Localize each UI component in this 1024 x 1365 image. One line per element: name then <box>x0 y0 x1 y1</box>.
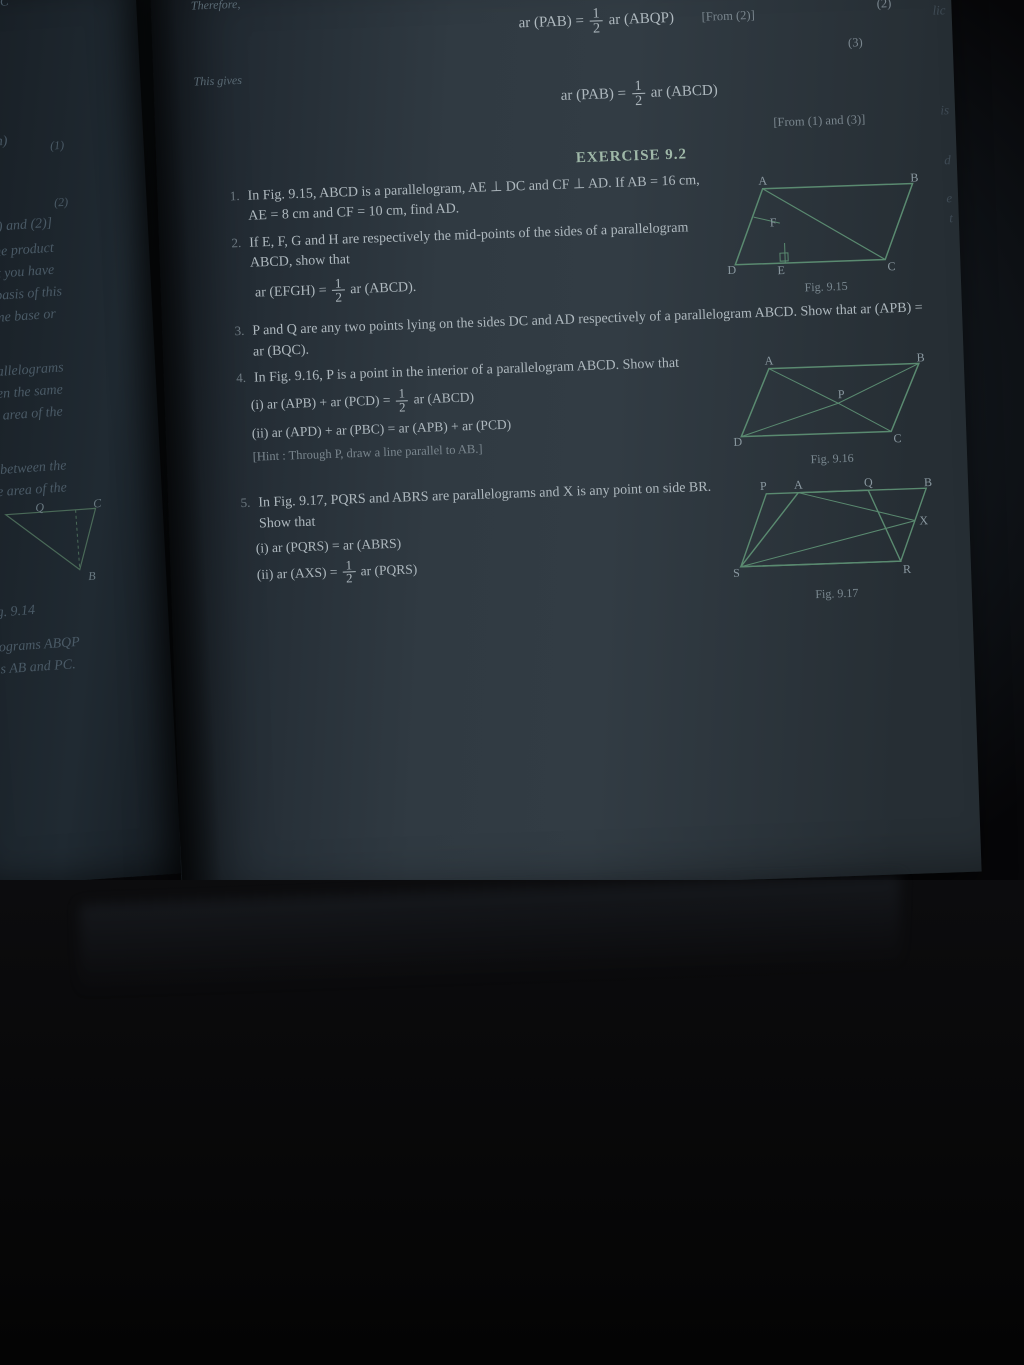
frag-samebase: same base or <box>0 307 56 328</box>
frag-abqp: lograms ABQP <box>0 635 80 657</box>
p5-num: 5. <box>228 494 251 514</box>
frag-1: (1) <box>50 138 65 154</box>
margin-is: is <box>940 102 949 118</box>
half-1: 12 <box>589 6 603 36</box>
frag-bb: B <box>88 569 96 584</box>
frag-breadth: breadth) <box>0 134 8 153</box>
problem-4-row: 4. In Fig. 9.16, P is a point in the int… <box>224 345 938 489</box>
eq1-l: ar (PAB) = <box>518 13 588 31</box>
frag-have: that you have <box>0 263 55 284</box>
margin-e: e <box>946 190 952 206</box>
p2-num: 2. <box>219 234 242 254</box>
fig-9-17-cap: Fig. 9.17 <box>815 586 858 601</box>
margin-lic: lic <box>932 2 946 18</box>
p2-text: If E, F, G and H are respectively the mi… <box>249 220 689 271</box>
svg-text:A: A <box>764 353 773 367</box>
svg-text:D: D <box>727 263 736 277</box>
problem-5-row: 5. In Fig. 9.17, PQRS and ABRS are paral… <box>228 470 942 624</box>
fig-9-16-cap: Fig. 9.16 <box>810 451 853 466</box>
frag-c: C <box>0 0 9 10</box>
fig-9-15-svg: A B C D E F <box>722 163 926 280</box>
frag-product: is the product <box>0 241 54 262</box>
eq2-l: ar (PAB) = <box>560 85 630 103</box>
svg-text:F: F <box>770 215 777 229</box>
eq1-num: (2) <box>876 0 891 12</box>
fig-9-17-svg: P A Q B X R S <box>728 470 942 587</box>
half-3: 12 <box>332 277 346 305</box>
svg-text:B: B <box>910 170 918 184</box>
fig-9-16-svg: A B C D P <box>728 345 931 452</box>
svg-text:C: C <box>893 431 901 445</box>
p4-num: 4. <box>224 369 247 389</box>
p2-eq-l: ar (EFGH) = <box>255 283 331 301</box>
half-5: 12 <box>342 559 355 586</box>
frag-between: nd between the <box>0 458 67 480</box>
margin-d: d <box>944 152 951 168</box>
eq1-r: ar (ABQP) <box>608 10 674 28</box>
svg-text:S: S <box>733 566 740 580</box>
frag-g914: g. 9.14 <box>0 603 36 622</box>
frag-para: Parallelograms <box>0 360 64 382</box>
dark-foreground <box>0 880 1024 1365</box>
svg-text:R: R <box>903 562 911 576</box>
eq2-num: (3) <box>848 35 863 50</box>
margin-t: t <box>949 210 953 226</box>
therefore: Therefore, <box>191 0 241 14</box>
p2-eq-r: ar (ABCD). <box>350 280 417 297</box>
right-page: in lic is d e t Therefore, ar (PAB) = 12… <box>150 0 982 899</box>
half-4: 12 <box>395 388 408 415</box>
frag-2: (2) <box>54 195 69 211</box>
svg-text:C: C <box>887 259 895 273</box>
frag-ween: ween the same <box>0 382 63 404</box>
half-2: 12 <box>631 78 645 108</box>
svg-text:B: B <box>924 475 932 489</box>
svg-text:B: B <box>916 350 924 364</box>
svg-text:A: A <box>794 478 803 492</box>
photo-scene: C 9.13 breadth) (1) (2) om (1) and (2)] … <box>0 0 1024 1365</box>
frag-q: Q <box>35 500 45 516</box>
svg-text:Q: Q <box>864 475 873 489</box>
this-gives: This gives <box>193 72 242 89</box>
frag-basis: he basis of this <box>0 284 63 306</box>
figure-9-15: A B C D E F Fig. 9.15 <box>717 163 931 300</box>
svg-text:P: P <box>760 479 767 493</box>
frag-from12: om (1) and (2)] <box>0 216 53 238</box>
eq1-from: [From (2)] <box>701 8 755 24</box>
p1-num: 1. <box>217 187 240 207</box>
frag-abpc: s AB and PC. <box>0 657 76 678</box>
svg-text:X: X <box>919 514 928 528</box>
eq2-from: [From (1) and (3)] <box>773 112 865 129</box>
figure-9-17: P A Q B X R S Fig. 9.17 <box>728 470 942 607</box>
frag-area: for area of the <box>0 404 63 426</box>
svg-text:D: D <box>733 435 742 449</box>
frag-cc: C <box>93 496 102 512</box>
eq2-r: ar (ABCD) <box>650 82 718 100</box>
p3-num: 3. <box>222 322 245 342</box>
figure-9-16: A B C D P Fig. 9.16 <box>723 345 937 472</box>
svg-text:P: P <box>838 387 845 401</box>
svg-text:E: E <box>777 263 785 277</box>
problem-1-2-row: 1. In Fig. 9.15, ABCD is a parallelogram… <box>217 163 931 317</box>
fig-9-15-cap: Fig. 9.15 <box>804 279 847 294</box>
svg-text:A: A <box>758 174 767 188</box>
frag-areaof: the area of the <box>0 480 67 502</box>
